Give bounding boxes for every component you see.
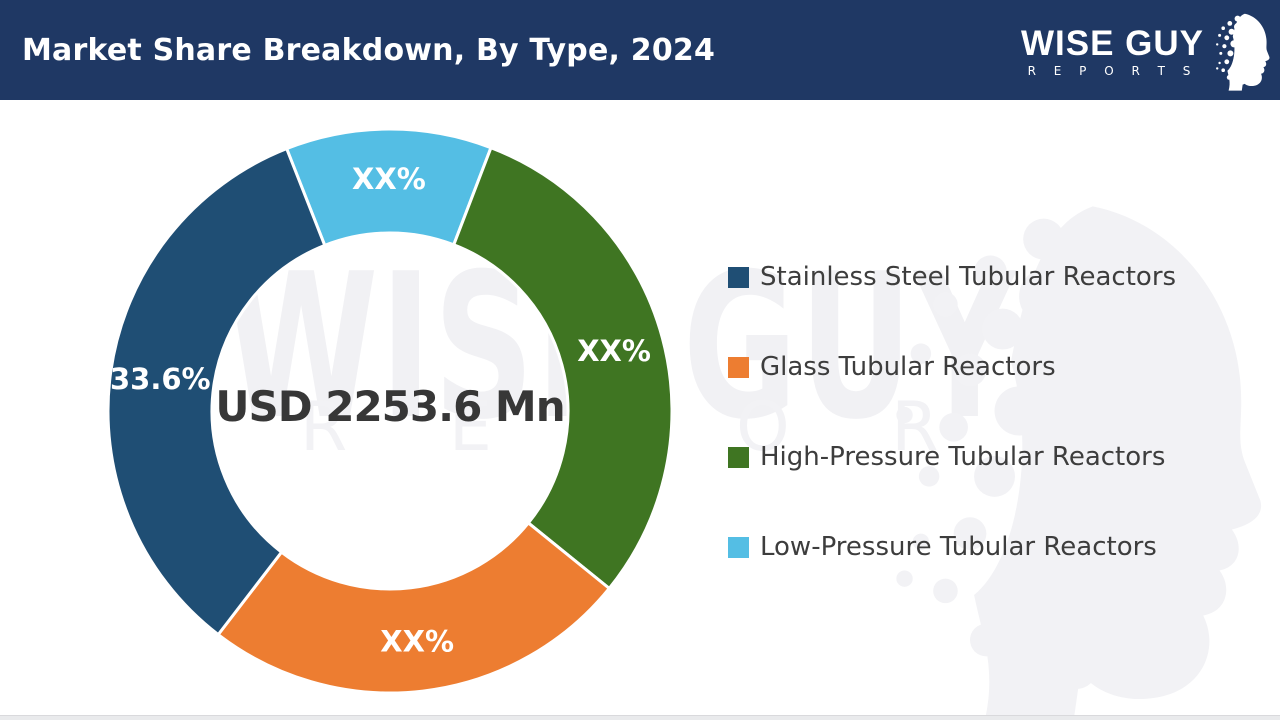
slice-value-label: XX% — [577, 334, 651, 368]
legend: Stainless Steel Tubular Reactors Glass Tu… — [728, 262, 1176, 622]
logo-tagline: R E P O R T S — [1027, 63, 1198, 78]
donut-chart: XX% XX% XX% 33.6% — [106, 127, 674, 695]
logo-text: WISE GUY R E P O R T S — [1020, 23, 1204, 78]
legend-item: Low-Pressure Tubular Reactors — [728, 532, 1176, 562]
wiseguy-logo: WISE GUY R E P O R T S — [1021, 8, 1270, 94]
chart-area: WISE GUY R E P O R T S XX% XX% XX% 33.6% US… — [0, 100, 1280, 716]
legend-label: Glass Tubular Reactors — [760, 352, 1056, 382]
donut-slice — [452, 146, 674, 590]
donut-slice — [216, 521, 611, 695]
legend-swatch-icon — [728, 536, 749, 558]
legend-swatch-icon — [728, 446, 749, 468]
wiseguy-face-icon — [1216, 13, 1270, 91]
donut-slice — [106, 147, 327, 637]
page-title: Market Share Breakdown, By Type, 2024 — [22, 32, 716, 68]
legend-swatch-icon — [728, 266, 749, 288]
header-bar: Market Share Breakdown, By Type, 2024 WI… — [0, 0, 1280, 100]
bottom-strip — [0, 715, 1280, 720]
legend-item: High-Pressure Tubular Reactors — [728, 442, 1176, 472]
legend-swatch-icon — [728, 356, 749, 378]
slice-value-label: XX% — [352, 162, 426, 196]
legend-label: Low-Pressure Tubular Reactors — [760, 532, 1157, 562]
donut-center-value: USD 2253.6 Mn — [215, 382, 565, 431]
slice-value-label: XX% — [380, 625, 454, 659]
logo-wordmark: WISE GUY — [1020, 23, 1204, 63]
slice-value-label: 33.6% — [110, 362, 211, 396]
legend-item: Glass Tubular Reactors — [728, 352, 1176, 382]
legend-item: Stainless Steel Tubular Reactors — [728, 262, 1176, 292]
legend-label: Stainless Steel Tubular Reactors — [760, 262, 1177, 292]
legend-label: High-Pressure Tubular Reactors — [760, 442, 1166, 472]
